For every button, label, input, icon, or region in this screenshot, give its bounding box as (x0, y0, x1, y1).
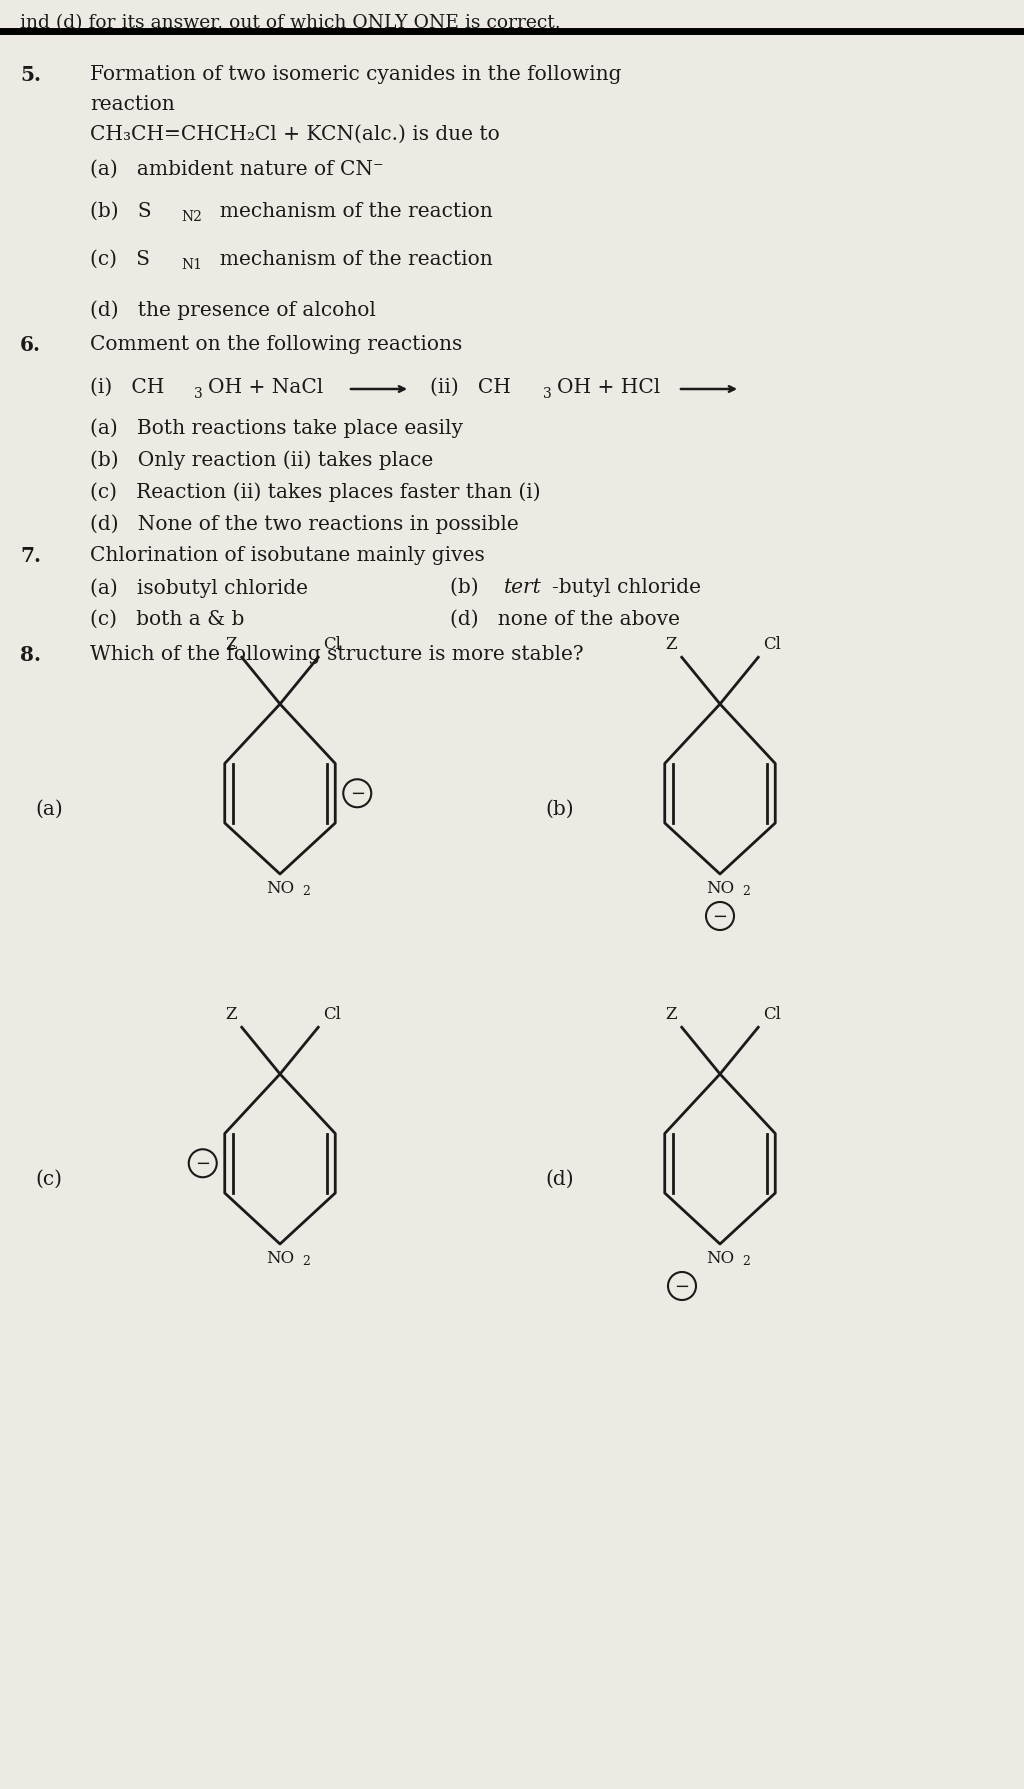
Text: Z: Z (666, 1005, 677, 1023)
Text: −: − (675, 1277, 689, 1295)
Text: NO: NO (266, 880, 294, 896)
Text: (a)   ambident nature of CN⁻: (a) ambident nature of CN⁻ (90, 159, 384, 179)
Text: Z: Z (225, 635, 237, 653)
Text: 2: 2 (302, 884, 310, 898)
Text: -butyl chloride: -butyl chloride (552, 578, 701, 598)
Text: NO: NO (706, 1249, 734, 1267)
Text: (b): (b) (450, 578, 498, 598)
Text: (ii)   CH: (ii) CH (430, 377, 511, 397)
Text: (c)   S: (c) S (90, 250, 150, 268)
Text: 5.: 5. (20, 64, 41, 84)
Text: Z: Z (225, 1005, 237, 1023)
Text: Chlorination of isobutane mainly gives: Chlorination of isobutane mainly gives (90, 546, 484, 565)
Text: −: − (349, 785, 365, 803)
Text: 3: 3 (543, 386, 552, 401)
Text: Z: Z (666, 635, 677, 653)
Text: N2: N2 (181, 209, 202, 224)
Text: 2: 2 (742, 1254, 750, 1267)
Text: 2: 2 (302, 1254, 310, 1267)
Text: (c)   both a & b: (c) both a & b (90, 610, 245, 628)
Text: tert: tert (504, 578, 542, 598)
Text: Formation of two isomeric cyanides in the following: Formation of two isomeric cyanides in th… (90, 64, 622, 84)
Text: OH + NaCl: OH + NaCl (208, 377, 324, 397)
Text: mechanism of the reaction: mechanism of the reaction (207, 202, 493, 220)
Text: Which of the following structure is more stable?: Which of the following structure is more… (90, 644, 584, 664)
Text: Cl: Cl (324, 1005, 341, 1023)
Text: CH₃CH=CHCH₂Cl + KCN(alc.) is due to: CH₃CH=CHCH₂Cl + KCN(alc.) is due to (90, 125, 500, 143)
Text: 8.: 8. (20, 644, 41, 666)
Text: (a)   Both reactions take place easily: (a) Both reactions take place easily (90, 419, 463, 438)
Text: (a)   isobutyl chloride: (a) isobutyl chloride (90, 578, 308, 598)
Text: 7.: 7. (20, 546, 41, 565)
Text: (d): (d) (545, 1170, 573, 1188)
Text: (i)   CH: (i) CH (90, 377, 165, 397)
Text: Cl: Cl (324, 635, 341, 653)
Text: (d)   the presence of alcohol: (d) the presence of alcohol (90, 301, 376, 320)
Text: 2: 2 (742, 884, 750, 898)
Text: mechanism of the reaction: mechanism of the reaction (207, 250, 493, 268)
Text: NO: NO (266, 1249, 294, 1267)
Text: Comment on the following reactions: Comment on the following reactions (90, 335, 462, 354)
Text: (b)   S: (b) S (90, 202, 152, 220)
Text: (b): (b) (545, 800, 573, 819)
Text: reaction: reaction (90, 95, 175, 114)
Text: (b)   Only reaction (ii) takes place: (b) Only reaction (ii) takes place (90, 449, 433, 469)
Text: (a): (a) (35, 800, 62, 819)
Text: (c): (c) (35, 1170, 62, 1188)
Text: Cl: Cl (763, 635, 781, 653)
Text: −: − (196, 1154, 210, 1172)
Text: 6.: 6. (20, 335, 41, 354)
Text: Cl: Cl (763, 1005, 781, 1023)
Text: OH + HCl: OH + HCl (557, 377, 660, 397)
Text: ind (d) for its answer, out of which ONLY ONE is correct.: ind (d) for its answer, out of which ONL… (20, 14, 560, 32)
Text: NO: NO (706, 880, 734, 896)
Text: (d)   None of the two reactions in possible: (d) None of the two reactions in possibl… (90, 513, 519, 533)
Text: −: − (713, 907, 728, 925)
Text: (c)   Reaction (ii) takes places faster than (i): (c) Reaction (ii) takes places faster th… (90, 481, 541, 501)
Text: 3: 3 (194, 386, 203, 401)
Text: N1: N1 (181, 258, 202, 272)
Text: (d)   none of the above: (d) none of the above (450, 610, 680, 628)
